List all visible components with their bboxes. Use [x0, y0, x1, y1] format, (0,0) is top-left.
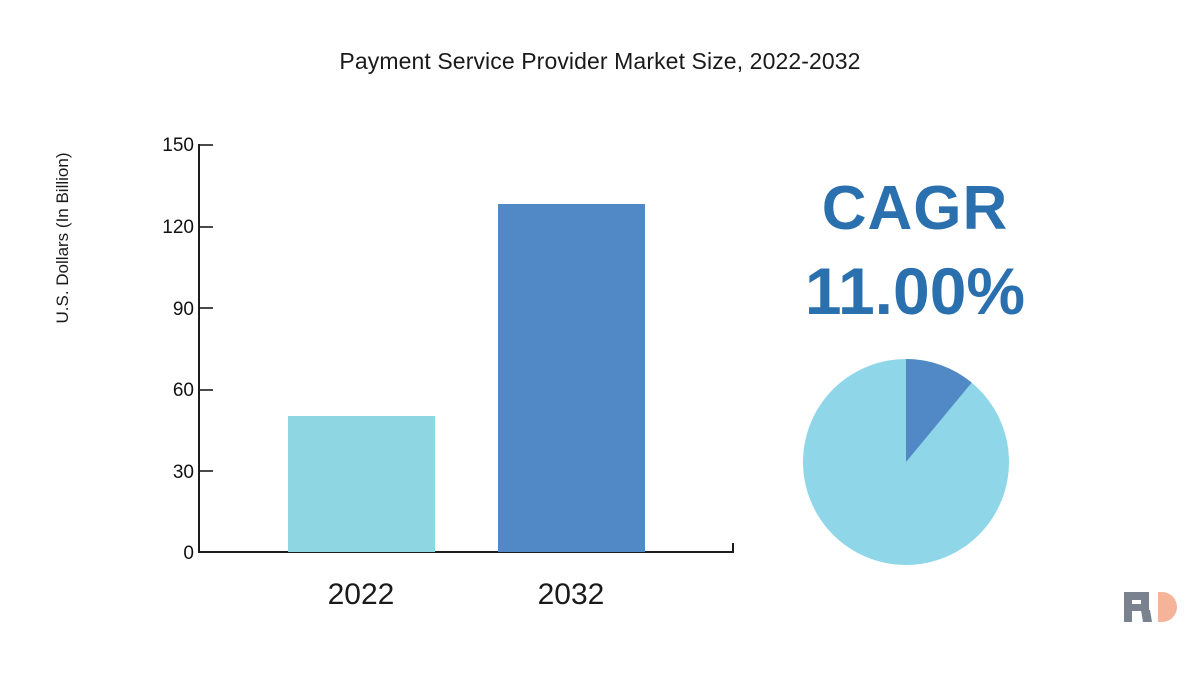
bar-2022[interactable]: [288, 416, 435, 552]
chart-title: Payment Service Provider Market Size, 20…: [339, 48, 861, 74]
y-tick-label-30: 30: [172, 462, 194, 483]
reports-and-data-logo: [1124, 592, 1177, 622]
cagr-pie-chart: [803, 358, 1009, 565]
bar-2032[interactable]: [498, 204, 645, 552]
y-axis-label: U.S. Dollars (In Billion): [53, 152, 72, 324]
y-tick-mark-150: [200, 144, 213, 146]
logo-letter-d-icon: [1158, 592, 1177, 622]
y-axis-top-cap: [198, 144, 200, 154]
y-tick-mark-120: [200, 226, 213, 228]
y-tick-label-120: 120: [162, 217, 194, 238]
cagr-panel: CAGR 11.00%: [760, 0, 1130, 674]
y-tick-label-0: 0: [183, 543, 194, 564]
y-tick-label-90: 90: [172, 299, 194, 320]
y-tick-label-60: 60: [172, 380, 194, 401]
x-axis-right-cap: [732, 543, 734, 553]
cagr-value: 11.00%: [804, 254, 1026, 328]
y-tick-label-150: 150: [162, 135, 194, 156]
logo-letter-r-icon: [1124, 592, 1152, 622]
bar-chart-panel: U.S. Dollars (In Billion) 150 120 90 60 …: [53, 135, 734, 611]
y-axis-line: [198, 144, 200, 553]
pie-slice-cagr: [906, 358, 972, 462]
y-tick-mark-60: [200, 389, 213, 391]
x-tick-label-2022: 2022: [327, 578, 395, 611]
y-tick-mark-90: [200, 307, 213, 309]
cagr-label: CAGR: [821, 174, 1009, 243]
y-tick-mark-30: [200, 470, 213, 472]
x-tick-label-2032: 2032: [537, 578, 605, 611]
x-axis-line: [198, 551, 734, 553]
